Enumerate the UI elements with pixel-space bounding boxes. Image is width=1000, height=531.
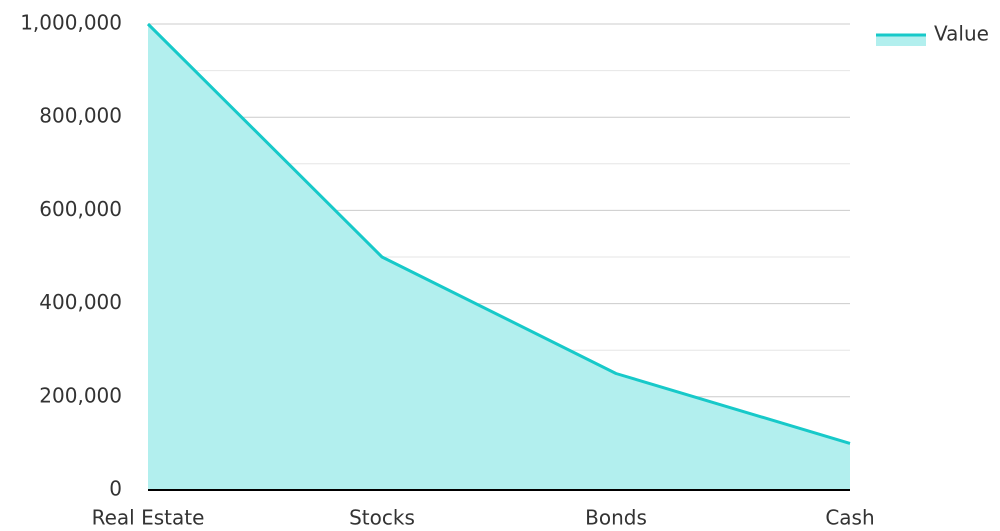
x-tick-label: Bonds bbox=[585, 506, 647, 530]
y-tick-label: 400,000 bbox=[39, 290, 122, 314]
legend-swatch-fill bbox=[876, 34, 926, 46]
legend[interactable]: Value bbox=[876, 22, 989, 47]
series-line-0 bbox=[146, 22, 851, 445]
y-axis-ticks: 0 200,000 400,000 600,000 800,000 1,000,000 bbox=[20, 11, 122, 501]
y-tick-label: 1,000,000 bbox=[20, 11, 122, 35]
x-tick-label: Cash bbox=[825, 506, 874, 530]
x-tick-label: Stocks bbox=[349, 506, 415, 530]
y-tick-label: 800,000 bbox=[39, 104, 122, 128]
y-tick-label: 0 bbox=[109, 477, 122, 501]
area-fill-series-0 bbox=[148, 24, 850, 490]
x-tick-label: Real Estate bbox=[92, 506, 205, 530]
legend-label-value: Value bbox=[934, 22, 989, 46]
x-axis-ticks: Real Estate Stocks Bonds Cash bbox=[92, 506, 875, 530]
y-tick-label: 600,000 bbox=[39, 197, 122, 221]
area-series bbox=[146, 22, 851, 490]
y-tick-label: 200,000 bbox=[39, 383, 122, 407]
